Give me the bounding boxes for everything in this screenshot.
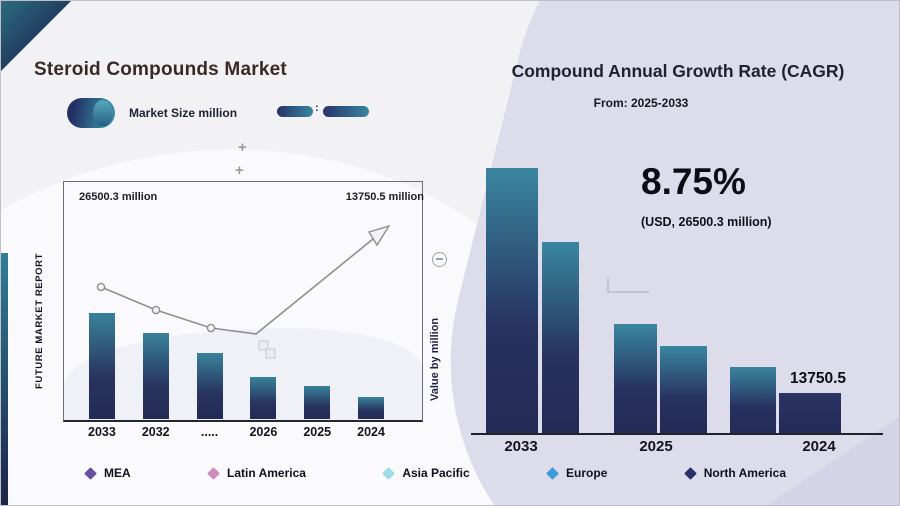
legend-label: Latin America [227, 466, 306, 480]
legend-diamond-icon [382, 466, 396, 480]
annotation-min-value: 13750.5 million [345, 191, 424, 203]
x-axis-label-2033: 2033 [504, 438, 538, 455]
x-axis-label-2025: 2025 [639, 438, 673, 455]
bar-cell [183, 313, 237, 419]
legend-label: MEA [104, 466, 131, 480]
cagr-note: (USD, 26500.3 million) [641, 215, 772, 229]
x-axis-label: 2032 [141, 425, 170, 439]
cagr-value: 8.75% [641, 161, 746, 202]
step-line-decoration [607, 278, 649, 293]
left-edge-gradient-strip [1, 253, 8, 505]
legend-diamond-icon [84, 466, 97, 480]
market-size-bar [142, 333, 169, 419]
x-axis-label-2024: 2024 [802, 438, 836, 455]
legend-diamond-icon [683, 466, 697, 480]
legend-diamond-icon [207, 466, 220, 480]
x-axis-label: 2025 [303, 425, 332, 439]
market-bars [75, 313, 398, 419]
market-size-legend-label: Market Size million [129, 106, 238, 120]
page-title: Steroid Compounds Market [34, 59, 287, 80]
future-market-report-label: FUTURE MARKET REPORT [34, 252, 45, 390]
dash-icon [435, 258, 443, 260]
bar-value-label: 13750.5 [790, 370, 847, 387]
legend-item-latin-america: Latin America [207, 466, 306, 480]
cagr-bar-2024-secondary [779, 393, 841, 433]
gradient-pill-1 [277, 106, 313, 117]
bar-cell [129, 313, 183, 419]
market-x-labels: 2033 2032..... 2026 2025 2024 [75, 425, 398, 439]
plus-decoration-icon: + [235, 162, 244, 179]
value-axis-label: Value by million [429, 317, 441, 401]
x-axis-label: 2033 [88, 425, 116, 439]
cagr-bar-2033-primary [486, 168, 538, 433]
cagr-title: Compound Annual Growth Rate (CAGR) [511, 61, 845, 81]
annotation-max-value: 26500.3 million [79, 191, 158, 203]
gradient-pill-2 [323, 106, 369, 117]
market-size-bar [88, 313, 115, 419]
market-size-bar [358, 396, 385, 419]
legend-label: North America [703, 466, 786, 480]
cagr-bar-2024-primary [730, 366, 776, 433]
cagr-bar-2025-primary [614, 324, 657, 433]
legend-diamond-icon [546, 466, 559, 480]
legend-item-mea: MEA [84, 466, 131, 480]
bar-cell [290, 313, 344, 419]
market-size-bar [196, 353, 223, 419]
bar-cell [236, 313, 290, 419]
market-size-bar [304, 386, 331, 419]
cagr-bar-2033-secondary [542, 242, 579, 433]
legend-item-asia-pacific: Asia Pacific [382, 466, 470, 480]
legend-label: Europe [566, 466, 608, 480]
x-axis-label: ..... [200, 425, 219, 439]
x-axis-label: 2024 [357, 425, 385, 439]
cylinder-face-icon [93, 100, 113, 126]
plus-decoration-icon: + [238, 139, 247, 156]
market-size-bar [250, 376, 277, 419]
cagr-subtitle: From: 2025-2033 [593, 96, 689, 110]
legend-label: Asia Pacific [402, 466, 470, 480]
x-axis-label: 2026 [249, 425, 278, 439]
bar-cell [75, 313, 129, 419]
pill-separator: : [315, 102, 319, 114]
legend-item-north-america: North America [683, 466, 786, 480]
cagr-chart: 2033 2025 2024 [471, 159, 883, 455]
region-legend: MEA Latin America Asia Pacific Europe North … [84, 466, 786, 480]
bar-cell [344, 313, 398, 419]
cylinder-icon [67, 98, 115, 128]
cagr-bar-2025-secondary [660, 345, 707, 433]
dashed-circle-icon [432, 252, 447, 267]
legend-item-europe: Europe [546, 466, 608, 480]
